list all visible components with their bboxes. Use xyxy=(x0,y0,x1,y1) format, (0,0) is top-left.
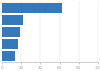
Bar xyxy=(2,27,20,37)
Bar xyxy=(2,51,15,61)
Bar xyxy=(2,39,18,49)
Bar xyxy=(2,15,23,25)
Bar xyxy=(2,3,62,13)
